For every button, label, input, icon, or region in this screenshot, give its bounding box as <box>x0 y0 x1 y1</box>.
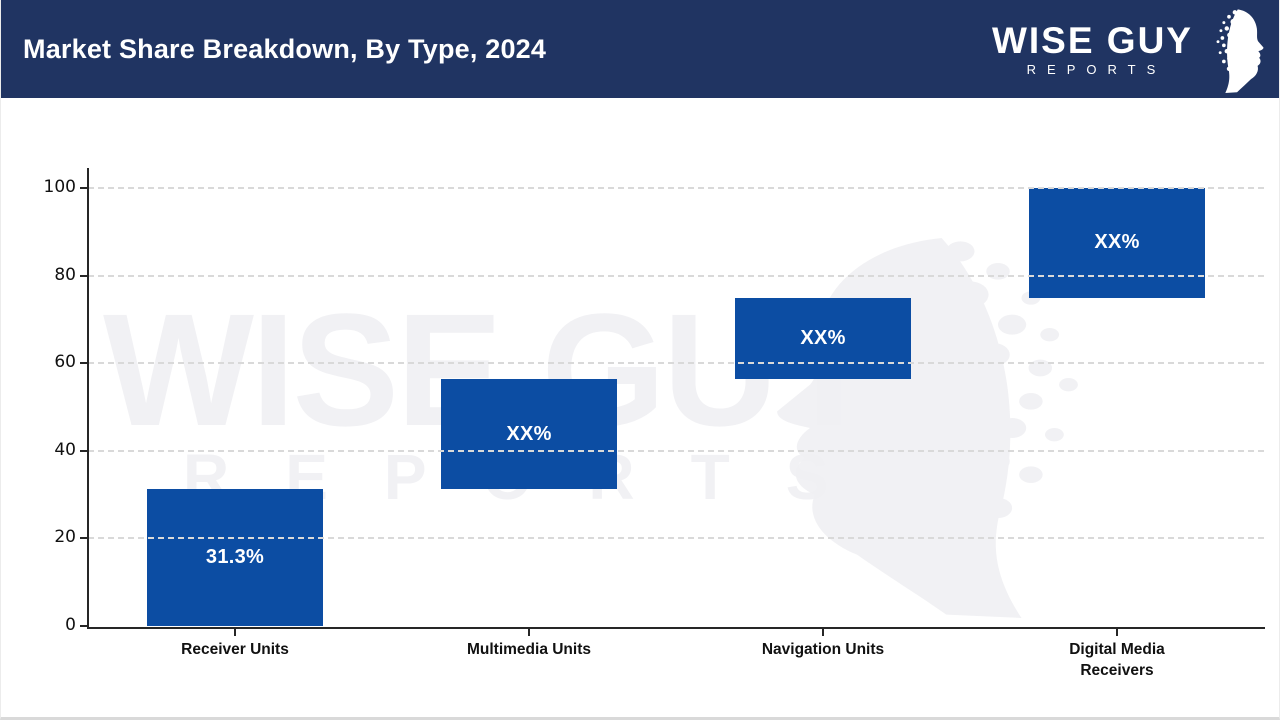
y-tick-label: 20 <box>54 527 76 548</box>
x-tick <box>1116 629 1118 636</box>
brand-logo: WISE GUY REPORTS <box>992 5 1271 93</box>
category-label: Navigation Units <box>761 641 885 658</box>
bar-receiver-units: 31.3% <box>147 488 323 626</box>
gridline-20 <box>88 537 1264 540</box>
bar-multimedia-units: XX% <box>441 379 617 489</box>
gridline-40 <box>88 449 1264 452</box>
category-label: Multimedia Units <box>466 641 591 658</box>
y-tick-label: 0 <box>65 615 76 635</box>
logo-head-icon <box>1216 9 1264 93</box>
bar-value-label: 31.3% <box>205 545 265 568</box>
page-title: Market Share Breakdown, By Type, 2024 <box>23 33 547 64</box>
y-tick <box>80 274 88 277</box>
x-axis-line <box>87 627 1265 629</box>
y-tick <box>80 625 88 627</box>
y-tick-label: 60 <box>54 352 76 373</box>
header: Market Share Breakdown, By Type, 2024 WI… <box>1 0 1279 98</box>
logo-wordmark: WISE GUY <box>991 19 1193 61</box>
x-tick <box>822 629 824 636</box>
x-tick <box>528 629 530 636</box>
bar-value-label: XX% <box>506 422 552 445</box>
bar-navigation-units: XX% <box>735 297 911 380</box>
bar-value-label: XX% <box>1094 231 1140 254</box>
y-tick <box>80 449 88 452</box>
y-tick-label: 80 <box>54 264 76 285</box>
y-tick-label: 40 <box>54 439 76 460</box>
y-tick <box>80 362 88 365</box>
category-label: Receiver Units <box>181 641 289 658</box>
y-tick <box>80 187 88 189</box>
gridline-100 <box>88 187 1264 189</box>
bar-value-label: XX% <box>800 326 846 349</box>
logo-subtext: REPORTS <box>1026 61 1167 77</box>
y-tick <box>80 537 88 540</box>
category-label: Digital Media Receivers <box>1069 641 1165 679</box>
gridline-80 <box>88 274 1264 277</box>
y-axis-line <box>87 168 89 627</box>
y-tick-label: 100 <box>43 177 76 197</box>
bar-digital-media-receivers: XX% <box>1029 188 1205 298</box>
x-tick <box>234 629 236 636</box>
gridline-60 <box>88 362 1264 365</box>
logo-text: WISE GUY REPORTS <box>992 22 1193 77</box>
